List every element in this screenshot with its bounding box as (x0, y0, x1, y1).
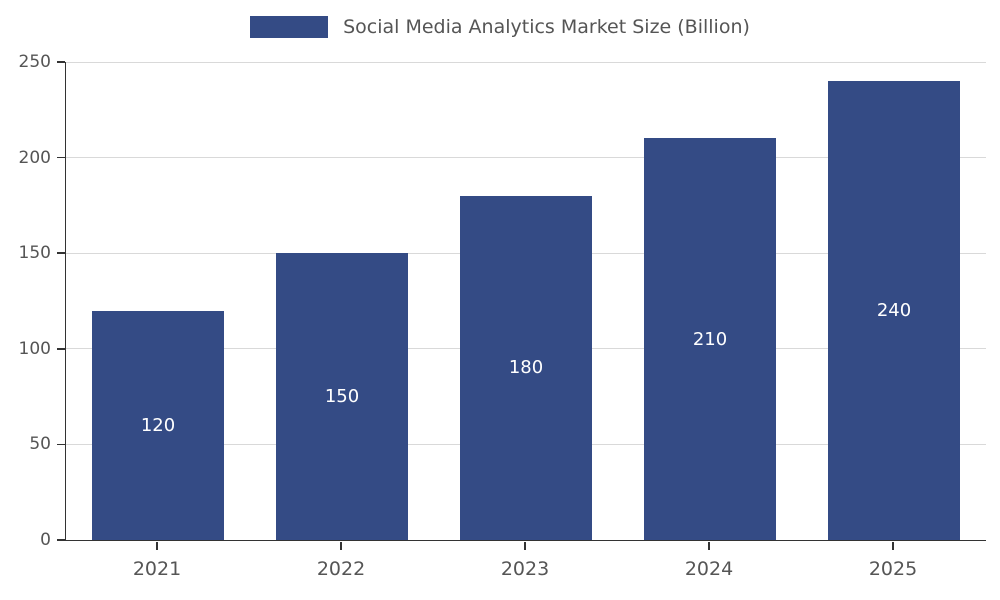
gridline (66, 61, 986, 63)
y-tick-mark (57, 61, 65, 63)
x-axis-tick-label: 2024 (684, 558, 734, 580)
bar: 210 (644, 138, 776, 540)
legend-swatch (250, 16, 329, 38)
y-axis-tick-label: 150 (18, 243, 51, 264)
y-tick-mark (57, 252, 65, 254)
x-tick-mark (708, 541, 710, 550)
chart-title: Social Media Analytics Market Size (Bill… (343, 16, 750, 38)
x-axis-tick-label: 2025 (868, 558, 918, 580)
bar: 240 (828, 81, 960, 540)
bar-value-label: 210 (692, 328, 728, 350)
bar-value-label: 150 (324, 386, 360, 408)
y-axis-tick-label: 200 (18, 147, 51, 168)
y-axis-tick-label: 100 (18, 338, 51, 359)
y-tick-mark (57, 348, 65, 350)
y-axis-tick-label: 50 (29, 434, 51, 455)
bar-value-label: 120 (140, 414, 176, 436)
y-tick-mark (57, 539, 65, 541)
x-axis-tick-label: 2021 (132, 558, 182, 580)
x-tick-mark (524, 541, 526, 550)
bar-value-label: 240 (876, 300, 912, 322)
y-axis-tick-label: 0 (40, 530, 51, 550)
bar: 150 (276, 253, 408, 540)
plot-area: 120 150 180 210 240 (65, 61, 986, 541)
bar-value-label: 180 (508, 357, 544, 379)
x-tick-mark (892, 541, 894, 550)
bar: 120 (92, 310, 224, 540)
y-tick-mark (57, 156, 65, 159)
x-axis-tick-label: 2022 (316, 558, 366, 580)
gridline (66, 157, 986, 159)
y-tick-mark (57, 443, 65, 446)
x-axis-tick-label: 2023 (500, 558, 550, 580)
bar: 180 (460, 195, 592, 540)
x-tick-mark (156, 541, 158, 550)
x-tick-mark (340, 541, 342, 550)
chart-legend: Social Media Analytics Market Size (Bill… (0, 16, 1000, 38)
y-axis-tick-label: 250 (18, 52, 51, 72)
